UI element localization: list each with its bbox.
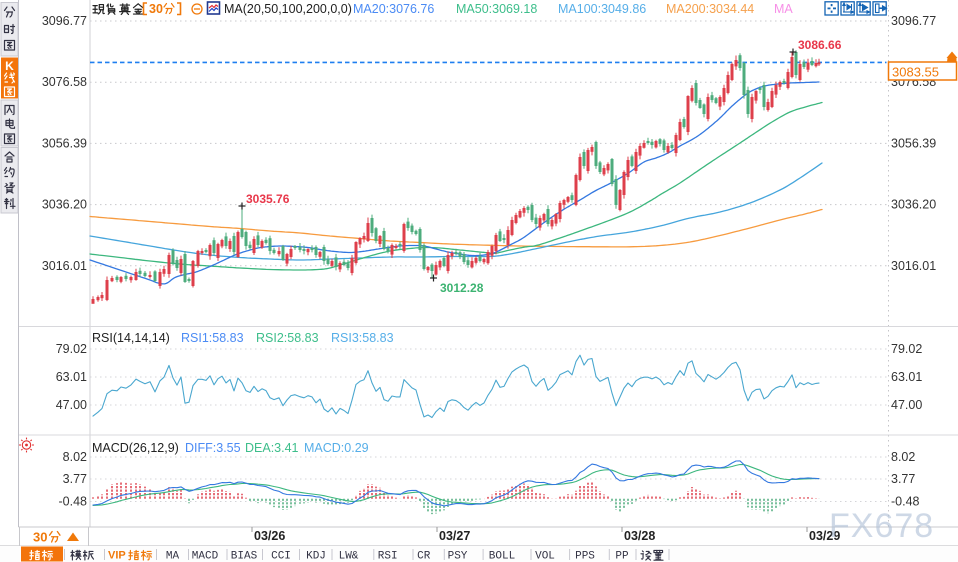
svg-text:03/27: 03/27	[439, 529, 470, 543]
svg-text:RSI2:58.83: RSI2:58.83	[256, 331, 319, 345]
svg-text:-0.48: -0.48	[891, 495, 920, 509]
svg-text:30: 30	[33, 530, 47, 545]
svg-text:3.77: 3.77	[63, 472, 87, 486]
svg-text:RSI(14,14,14): RSI(14,14,14)	[92, 331, 170, 345]
svg-text:8.02: 8.02	[63, 450, 87, 464]
svg-text:MACD: MACD	[192, 551, 219, 562]
svg-text:RSI: RSI	[378, 551, 398, 562]
svg-text:03/29: 03/29	[809, 529, 840, 543]
svg-text:PP: PP	[615, 551, 629, 562]
svg-text:03/26: 03/26	[254, 529, 285, 543]
svg-text:MA: MA	[166, 551, 180, 562]
svg-text:30: 30	[149, 2, 163, 16]
svg-text:3035.76: 3035.76	[246, 192, 290, 206]
svg-text:3083.55: 3083.55	[892, 65, 939, 80]
svg-text:MA20:3076.76: MA20:3076.76	[353, 2, 434, 16]
svg-text:3076.58: 3076.58	[42, 75, 87, 89]
svg-text:PSY: PSY	[448, 551, 468, 562]
svg-text:3036.20: 3036.20	[42, 198, 87, 212]
svg-text:BIAS: BIAS	[231, 551, 258, 562]
svg-text:RSI3:58.83: RSI3:58.83	[331, 331, 394, 345]
svg-text:CCI: CCI	[271, 551, 291, 562]
svg-text:3086.66: 3086.66	[798, 38, 842, 52]
svg-text:-0.48: -0.48	[59, 495, 88, 509]
svg-text:MA50:3069.18: MA50:3069.18	[456, 2, 537, 16]
svg-text:3096.77: 3096.77	[891, 14, 936, 28]
svg-text:79.02: 79.02	[891, 342, 922, 356]
svg-text:79.02: 79.02	[56, 342, 87, 356]
svg-text:LW&: LW&	[339, 551, 359, 562]
svg-text:3096.77: 3096.77	[42, 14, 87, 28]
svg-text:47.00: 47.00	[56, 398, 87, 412]
svg-text:K: K	[5, 59, 14, 73]
svg-text:PPS: PPS	[575, 551, 595, 562]
svg-text:VIP: VIP	[108, 550, 126, 562]
svg-text:63.01: 63.01	[891, 370, 922, 384]
svg-text:MACD(26,12,9): MACD(26,12,9)	[92, 441, 179, 455]
svg-text:FX678: FX678	[829, 507, 934, 545]
svg-text:3056.39: 3056.39	[891, 136, 936, 150]
svg-text:BOLL: BOLL	[489, 551, 515, 562]
svg-text:MA(20,50,100,200,0,0): MA(20,50,100,200,0,0)	[224, 2, 352, 16]
svg-text:CR: CR	[417, 551, 431, 562]
svg-text:3036.20: 3036.20	[891, 198, 936, 212]
svg-text:DEA:3.41: DEA:3.41	[245, 441, 299, 455]
svg-text:KDJ: KDJ	[306, 551, 326, 562]
svg-text:3056.39: 3056.39	[42, 136, 87, 150]
svg-text:VOL: VOL	[535, 551, 555, 562]
svg-text:MA100:3049.86: MA100:3049.86	[558, 2, 646, 16]
svg-text:63.01: 63.01	[56, 370, 87, 384]
svg-text:03/28: 03/28	[624, 529, 655, 543]
svg-text:MA: MA	[774, 2, 793, 16]
svg-text:MACD:0.29: MACD:0.29	[304, 441, 369, 455]
svg-text:MA200:3034.44: MA200:3034.44	[666, 2, 754, 16]
svg-text:8.02: 8.02	[891, 450, 915, 464]
svg-text:3.77: 3.77	[891, 472, 915, 486]
svg-text:DIFF:3.55: DIFF:3.55	[185, 441, 241, 455]
svg-text:3016.01: 3016.01	[891, 259, 936, 273]
svg-text:3012.28: 3012.28	[440, 281, 484, 295]
svg-text:3016.01: 3016.01	[42, 259, 87, 273]
svg-text:47.00: 47.00	[891, 398, 922, 412]
svg-text:RSI1:58.83: RSI1:58.83	[181, 331, 244, 345]
